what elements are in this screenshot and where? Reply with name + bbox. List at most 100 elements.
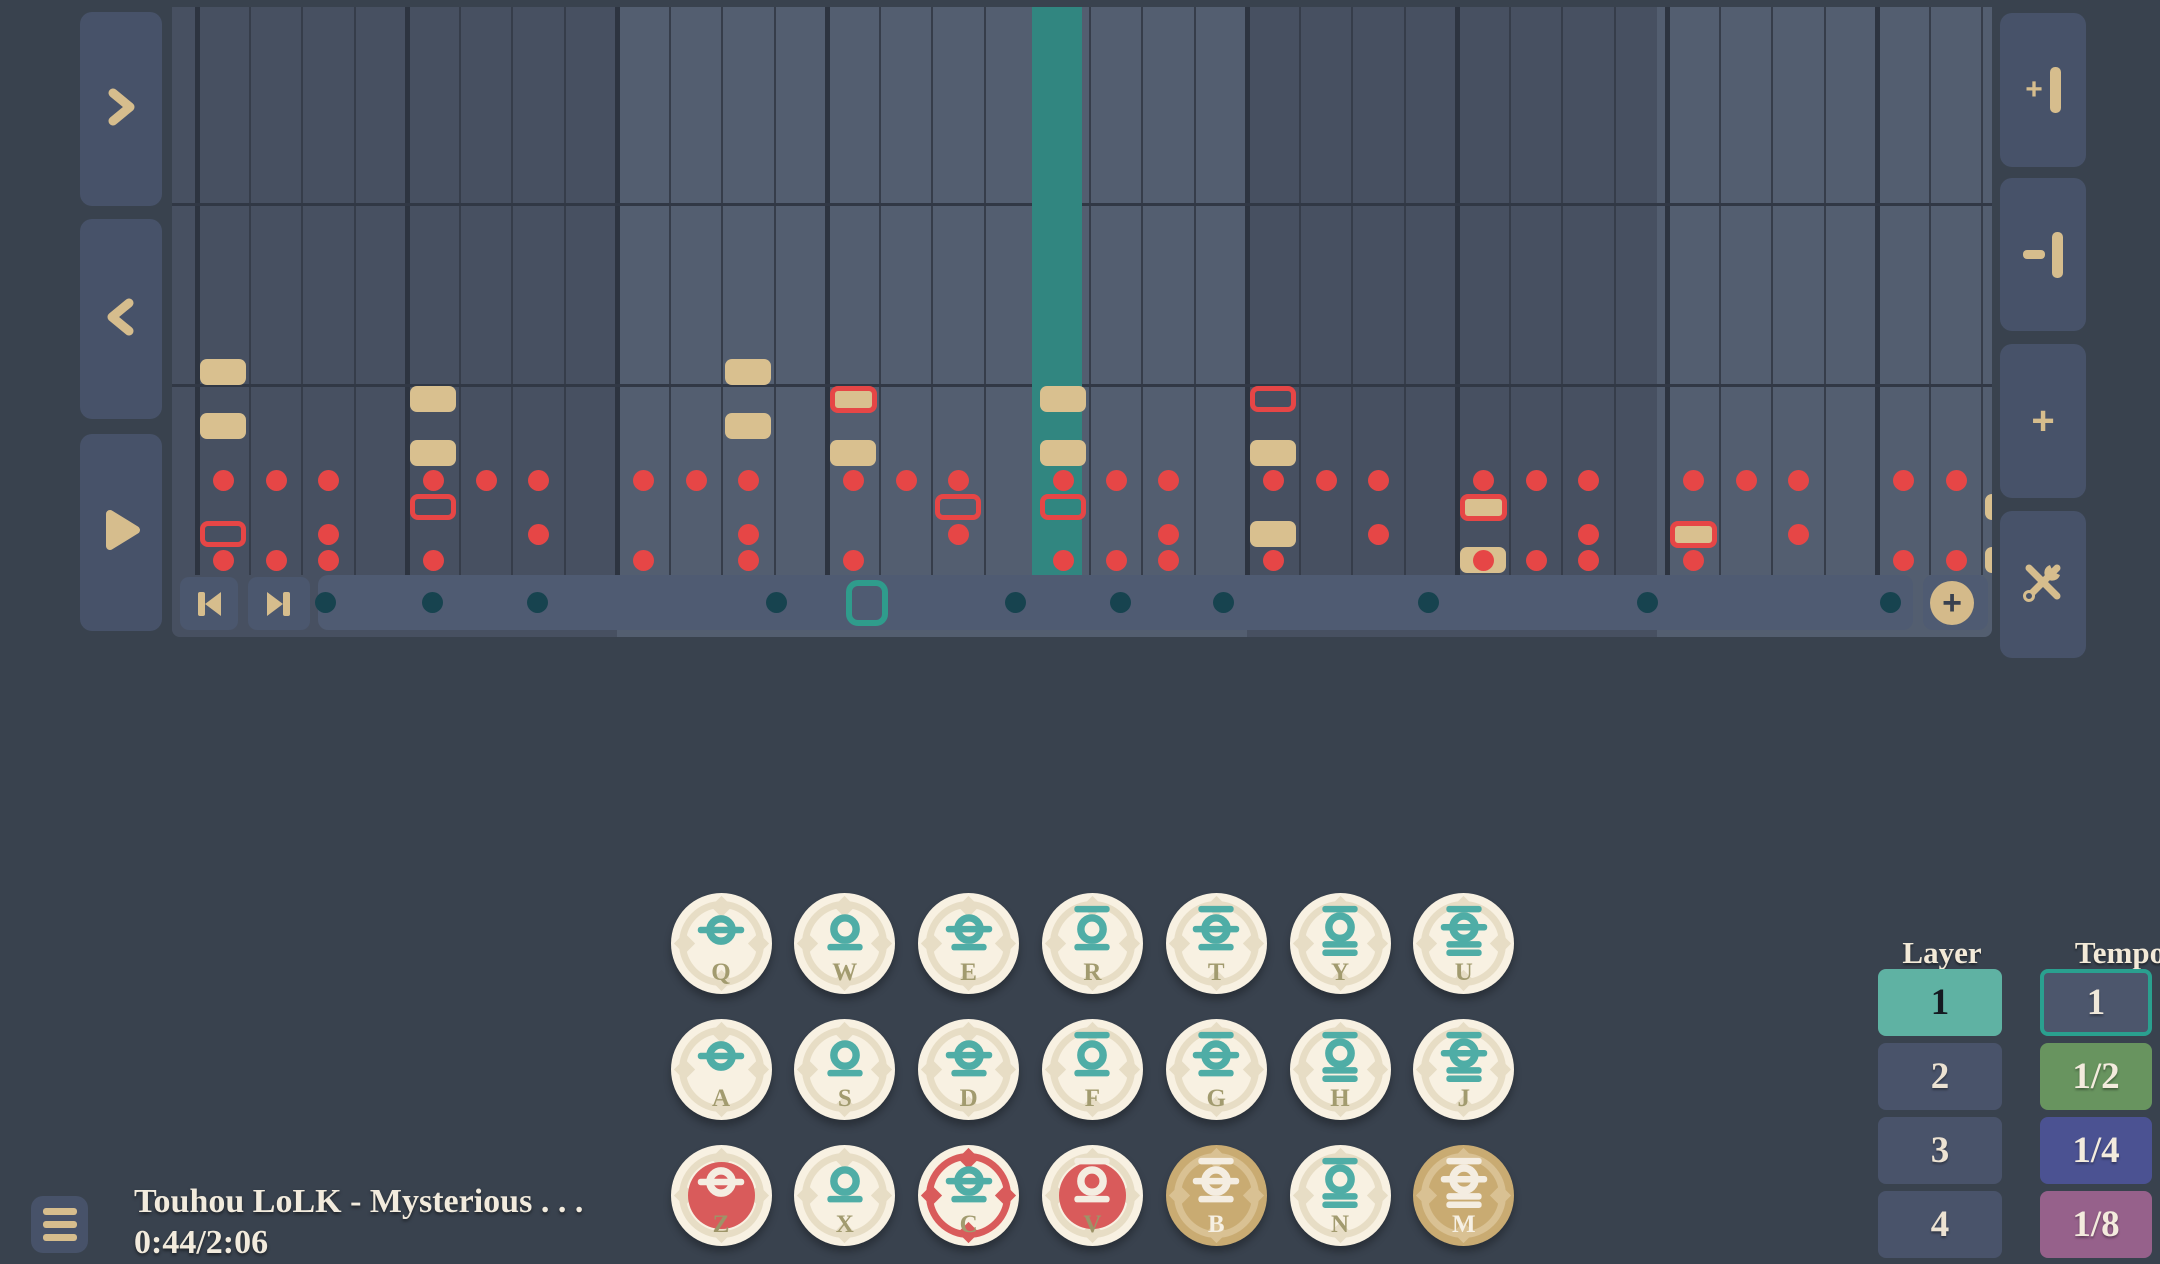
note-dot[interactable] [1683,549,1704,571]
note-dot[interactable] [633,549,654,571]
note-dot[interactable] [633,469,654,491]
remove-bar-button[interactable] [2000,178,2086,331]
key-U[interactable]: U [1413,892,1515,994]
note-dot[interactable] [1946,469,1967,491]
note-dot[interactable] [686,469,707,491]
note-dot[interactable] [1158,523,1179,545]
layer-option-4[interactable]: 4 [1878,1191,2002,1258]
note-block[interactable] [1985,547,1992,573]
scrubber-add-button[interactable]: + [1930,581,1974,625]
note-dot[interactable] [1158,549,1179,571]
key-Z[interactable]: Z [670,1144,772,1246]
note-dot[interactable] [1578,523,1599,545]
note-dot[interactable] [266,549,287,571]
note-dot[interactable] [1106,549,1127,571]
note-dot[interactable] [1053,469,1074,491]
note-dot[interactable] [266,469,287,491]
layer-option-3[interactable]: 3 [1878,1117,2002,1184]
note-dot[interactable] [528,469,549,491]
note-block-selected[interactable] [830,385,877,413]
note-dot[interactable] [1683,469,1704,491]
add-button[interactable]: + [2000,344,2086,498]
key-Y[interactable]: Y [1289,892,1391,994]
key-G[interactable]: G [1165,1018,1267,1120]
note-outline[interactable] [1040,494,1086,520]
note-dot[interactable] [1263,469,1284,491]
note-dot[interactable] [1893,469,1914,491]
note-dot[interactable] [423,549,444,571]
note-outline[interactable] [1250,386,1296,412]
tempo-option-1[interactable]: 1 [2040,969,2152,1036]
key-H[interactable]: H [1289,1018,1391,1120]
note-dot[interactable] [318,523,339,545]
note-dot[interactable] [476,469,497,491]
note-block-selected[interactable] [1460,493,1507,521]
note-dot[interactable] [528,523,549,545]
note-dot[interactable] [1578,549,1599,571]
note-block[interactable] [1040,440,1086,466]
tempo-option-1-2[interactable]: 1/2 [2040,1043,2152,1110]
note-dot[interactable] [318,469,339,491]
note-dot[interactable] [1368,523,1389,545]
tempo-option-1-8[interactable]: 1/8 [2040,1191,2152,1258]
note-dot[interactable] [1788,469,1809,491]
add-bar-button[interactable]: + [2000,13,2086,167]
note-block[interactable] [830,440,876,466]
tools-button[interactable] [2000,511,2086,658]
note-dot[interactable] [948,523,969,545]
note-dot[interactable] [1158,469,1179,491]
scroll-right-button[interactable] [80,12,162,206]
skip-forward-button[interactable] [248,577,310,630]
key-T[interactable]: T [1165,892,1267,994]
note-dot[interactable] [1893,549,1914,571]
note-block[interactable] [725,359,771,385]
note-dot[interactable] [1316,469,1337,491]
note-dot[interactable] [1473,469,1494,491]
note-block[interactable] [1985,494,1992,520]
note-dot[interactable] [896,469,917,491]
note-dot[interactable] [1578,469,1599,491]
key-X[interactable]: X [794,1144,896,1246]
note-block[interactable] [1460,547,1506,573]
note-block[interactable] [410,440,456,466]
tempo-option-1-4[interactable]: 1/4 [2040,1117,2152,1184]
note-outline[interactable] [935,494,981,520]
key-A[interactable]: A [670,1018,772,1120]
note-dot[interactable] [738,549,759,571]
note-dot[interactable] [1368,469,1389,491]
play-button[interactable] [80,434,162,631]
sequencer-grid[interactable] [172,7,1992,637]
note-dot[interactable] [213,469,234,491]
key-D[interactable]: D [918,1018,1020,1120]
skip-to-start-button[interactable] [180,577,238,630]
note-outline[interactable] [410,494,456,520]
note-dot[interactable] [1053,549,1074,571]
note-block[interactable] [1250,521,1296,547]
note-dot[interactable] [1736,469,1757,491]
note-dot[interactable] [423,469,444,491]
note-dot[interactable] [1263,549,1284,571]
key-C[interactable]: C [918,1144,1020,1246]
note-dot[interactable] [318,549,339,571]
note-outline[interactable] [200,521,246,547]
key-M[interactable]: M [1413,1144,1515,1246]
note-dot[interactable] [843,549,864,571]
layer-option-2[interactable]: 2 [1878,1043,2002,1110]
note-dot[interactable] [1526,469,1547,491]
key-J[interactable]: J [1413,1018,1515,1120]
note-dot[interactable] [738,523,759,545]
note-dot[interactable] [1788,523,1809,545]
note-dot[interactable] [213,549,234,571]
note-dot[interactable] [1946,549,1967,571]
key-F[interactable]: F [1041,1018,1143,1120]
key-E[interactable]: E [918,892,1020,994]
layer-option-1[interactable]: 1 [1878,969,2002,1036]
scroll-left-button[interactable] [80,219,162,419]
note-dot[interactable] [738,469,759,491]
note-dot[interactable] [843,469,864,491]
key-B[interactable]: B [1165,1144,1267,1246]
note-block[interactable] [725,413,771,439]
key-N[interactable]: N [1289,1144,1391,1246]
note-dot[interactable] [1526,549,1547,571]
note-block-selected[interactable] [1670,520,1717,548]
